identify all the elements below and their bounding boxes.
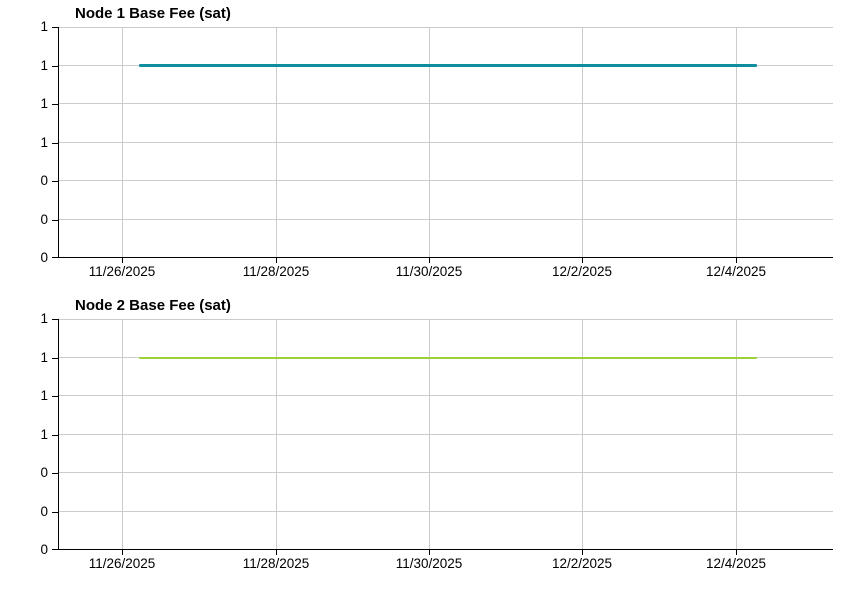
- y-tick-label: 1: [40, 311, 48, 326]
- h-gridline: [58, 472, 833, 473]
- h-gridline: [58, 319, 833, 320]
- chart-1-title: Node 1 Base Fee (sat): [75, 5, 231, 22]
- series-line-node-1-base-fee: [139, 64, 757, 67]
- y-tick-mark: [52, 473, 58, 474]
- y-tick-label: 1: [40, 350, 48, 365]
- y-tick-mark: [52, 181, 58, 182]
- h-gridline: [58, 103, 833, 104]
- v-gridline: [736, 319, 737, 550]
- y-tick-mark: [52, 435, 58, 436]
- h-gridline: [58, 180, 833, 181]
- x-tick-mark: [582, 258, 583, 263]
- y-tick-mark: [52, 257, 58, 258]
- y-tick-label: 0: [40, 173, 48, 188]
- chart-1-plot-area: [58, 27, 833, 258]
- v-gridline: [582, 27, 583, 258]
- series-line-node-2-base-fee: [139, 357, 757, 359]
- y-tick-label: 1: [40, 19, 48, 34]
- v-gridline: [276, 319, 277, 550]
- chart-2-title: Node 2 Base Fee (sat): [75, 297, 231, 314]
- x-tick-mark: [736, 550, 737, 555]
- y-tick-mark: [52, 396, 58, 397]
- y-tick-mark: [52, 143, 58, 144]
- y-tick-label: 1: [40, 427, 48, 442]
- y-tick-mark: [52, 549, 58, 550]
- y-tick-mark: [52, 220, 58, 221]
- y-tick-mark: [52, 358, 58, 359]
- y-tick-label: 0: [40, 504, 48, 519]
- x-tick-label: 11/30/2025: [395, 556, 463, 571]
- x-tick-label: 11/28/2025: [242, 556, 310, 571]
- h-gridline: [58, 142, 833, 143]
- x-tick-mark: [736, 258, 737, 263]
- y-tick-mark: [52, 66, 58, 67]
- y-tick-label: 1: [40, 96, 48, 111]
- y-tick-label: 1: [40, 388, 48, 403]
- v-gridline: [276, 27, 277, 258]
- x-tick-mark: [276, 258, 277, 263]
- v-gridline: [736, 27, 737, 258]
- x-tick-mark: [429, 550, 430, 555]
- y-axis-line: [58, 27, 59, 258]
- x-tick-mark: [582, 550, 583, 555]
- y-axis-line: [58, 319, 59, 550]
- v-gridline: [122, 27, 123, 258]
- y-tick-mark: [52, 27, 58, 28]
- h-gridline: [58, 27, 833, 28]
- h-gridline: [58, 395, 833, 396]
- x-axis-line: [58, 257, 833, 258]
- y-tick-label: 0: [40, 212, 48, 227]
- x-tick-label: 12/2/2025: [551, 556, 613, 571]
- x-tick-mark: [276, 550, 277, 555]
- y-tick-label: 1: [40, 135, 48, 150]
- h-gridline: [58, 511, 833, 512]
- x-tick-label: 12/4/2025: [705, 264, 767, 279]
- x-tick-label: 11/26/2025: [88, 556, 156, 571]
- y-tick-mark: [52, 104, 58, 105]
- y-tick-mark: [52, 319, 58, 320]
- x-tick-label: 11/28/2025: [242, 264, 310, 279]
- x-tick-label: 12/4/2025: [705, 556, 767, 571]
- x-axis-line: [58, 549, 833, 550]
- x-tick-mark: [122, 550, 123, 555]
- v-gridline: [429, 319, 430, 550]
- v-gridline: [429, 27, 430, 258]
- y-tick-label: 0: [40, 250, 48, 265]
- h-gridline: [58, 434, 833, 435]
- chart-2-plot-area: [58, 319, 833, 550]
- x-tick-label: 12/2/2025: [551, 264, 613, 279]
- x-tick-label: 11/26/2025: [88, 264, 156, 279]
- y-tick-label: 1: [40, 58, 48, 73]
- y-tick-mark: [52, 512, 58, 513]
- x-tick-label: 11/30/2025: [395, 264, 463, 279]
- x-tick-mark: [122, 258, 123, 263]
- x-tick-mark: [429, 258, 430, 263]
- v-gridline: [122, 319, 123, 550]
- y-tick-label: 0: [40, 465, 48, 480]
- h-gridline: [58, 219, 833, 220]
- v-gridline: [582, 319, 583, 550]
- y-tick-label: 0: [40, 542, 48, 557]
